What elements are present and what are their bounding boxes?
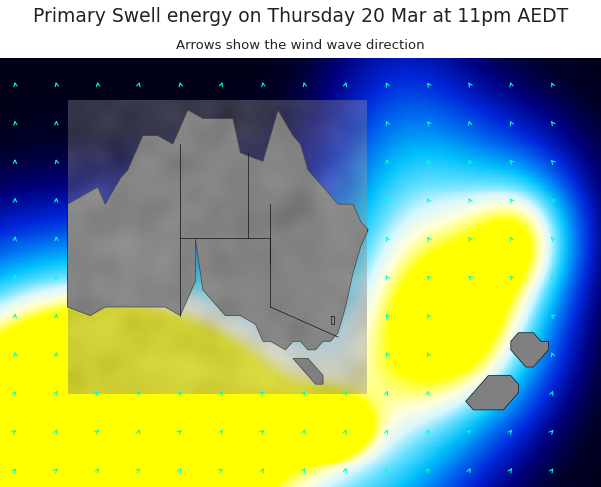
Polygon shape bbox=[511, 333, 549, 367]
Text: Arrows show the wind wave direction: Arrows show the wind wave direction bbox=[176, 39, 425, 52]
Polygon shape bbox=[68, 110, 368, 350]
Polygon shape bbox=[293, 358, 323, 384]
Text: Primary Swell energy on Thursday 20 Mar at 11pm AEDT: Primary Swell energy on Thursday 20 Mar … bbox=[33, 7, 568, 26]
Polygon shape bbox=[466, 375, 518, 410]
